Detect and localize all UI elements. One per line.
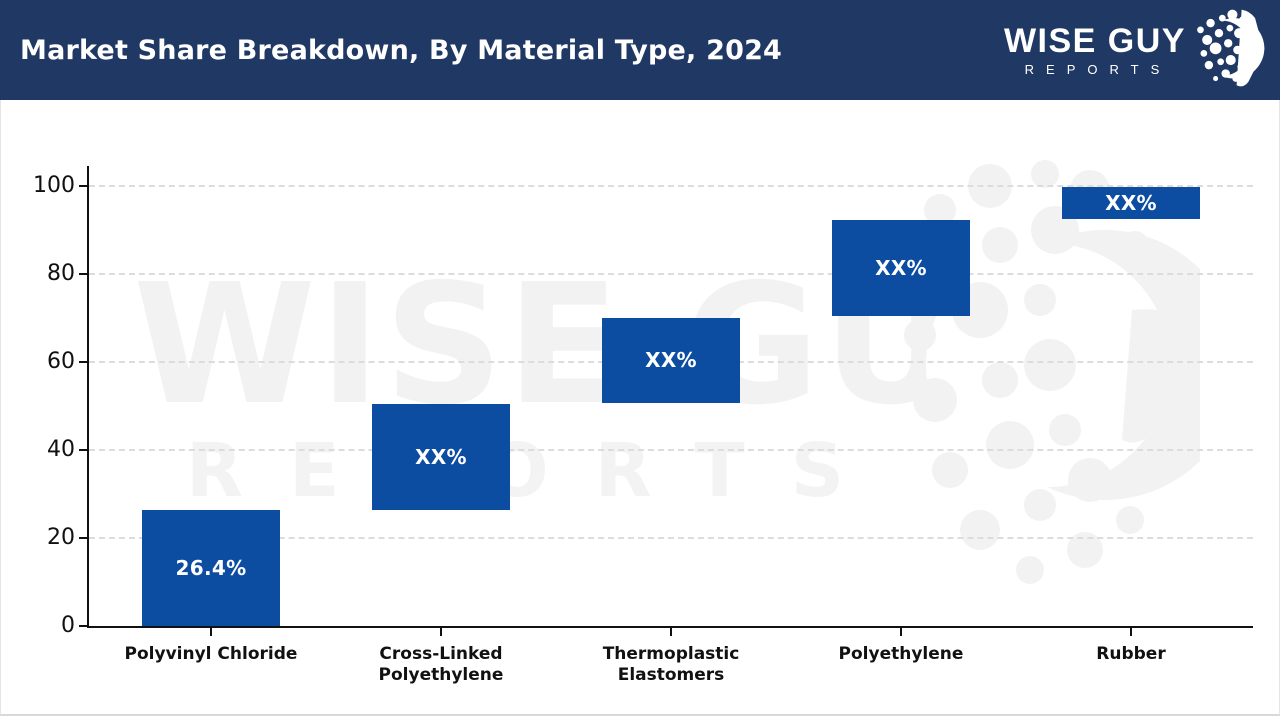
bar-value-label: 26.4% <box>175 555 247 580</box>
gridline-y-80 <box>89 272 1253 275</box>
y-axis-line <box>87 166 89 628</box>
logo-wordmark: WISE GUY <box>1003 21 1186 60</box>
y-tick-label-20: 20 <box>47 524 75 550</box>
x-tick-mark <box>210 628 212 636</box>
bar-value-label: XX% <box>875 255 927 280</box>
y-tick-mark-60 <box>79 360 87 363</box>
bar-segment: 26.4% <box>142 509 280 626</box>
y-tick-mark-40 <box>79 448 87 451</box>
y-tick-mark-20 <box>79 536 87 539</box>
x-category-label: Polyethylene <box>838 644 964 664</box>
x-category-label: Cross-Linked Polyethylene <box>378 644 504 685</box>
logo-text: WISE GUY REPORTS <box>1004 24 1186 77</box>
bar-value-label: XX% <box>645 348 697 373</box>
watermark-face-icon <box>904 160 1200 584</box>
bar-segment: XX% <box>602 317 740 403</box>
watermark-subtitle: REPORTS <box>186 428 891 514</box>
y-tick-label-40: 40 <box>47 436 75 462</box>
header-bar: Market Share Breakdown, By Material Type… <box>0 0 1280 100</box>
bar-segment: XX% <box>832 219 970 316</box>
x-category-label: Rubber <box>1096 644 1166 664</box>
gridline-y-100 <box>89 184 1253 187</box>
y-tick-mark-100 <box>79 184 87 187</box>
y-tick-label-0: 0 <box>61 613 75 638</box>
x-tick-mark <box>1130 628 1132 636</box>
bar-value-label: XX% <box>1105 190 1157 215</box>
logo-face-icon <box>1193 9 1265 87</box>
bar-segment: XX% <box>372 403 510 510</box>
x-category-label: Polyvinyl Chloride <box>124 644 298 664</box>
chart-plot-area: 0 20 40 60 80 100 Polyvinyl Chloride Cross-Link… <box>33 166 1253 685</box>
y-tick-label-60: 60 <box>47 348 75 374</box>
y-tick-mark-0 <box>79 625 87 627</box>
x-axis-line <box>87 626 1253 628</box>
y-tick-label-80: 80 <box>47 260 75 286</box>
x-category-label: Thermoplastic Elastomers <box>602 644 740 685</box>
y-tick-label-100: 100 <box>33 172 75 198</box>
bar-segment: XX% <box>1062 186 1200 219</box>
wise-guy-logo: WISE GUY REPORTS <box>1004 0 1266 100</box>
page-title: Market Share Breakdown, By Material Type… <box>20 34 783 66</box>
footer-divider <box>0 714 1280 716</box>
gridline-y-40 <box>89 448 1253 451</box>
logo-subtitle: REPORTS <box>1024 61 1172 77</box>
y-tick-mark-80 <box>79 272 87 275</box>
gridline-y-20 <box>89 536 1253 539</box>
x-tick-mark <box>900 628 902 636</box>
x-tick-mark <box>440 628 442 636</box>
x-tick-mark <box>670 628 672 636</box>
bar-value-label: XX% <box>415 444 467 469</box>
